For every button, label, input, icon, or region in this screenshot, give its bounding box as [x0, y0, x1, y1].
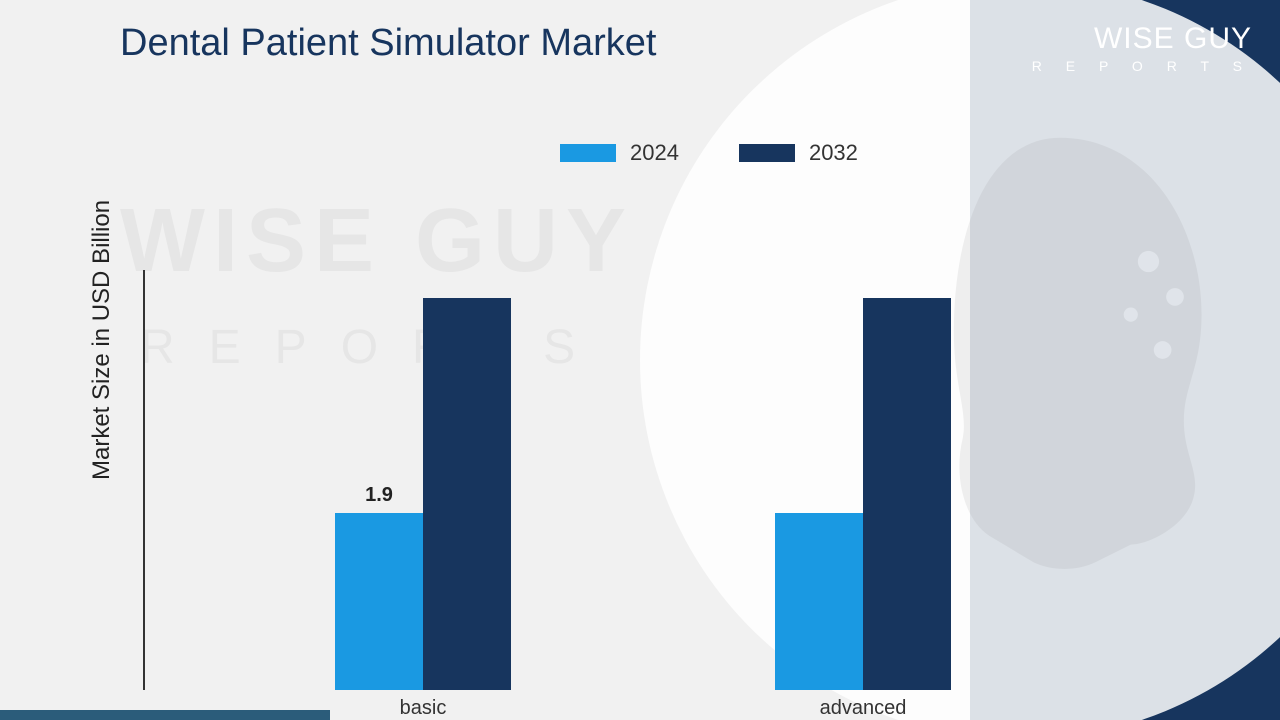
brand-name: WISE GUY: [1032, 22, 1252, 56]
legend-swatch: [739, 144, 795, 162]
legend-swatch: [560, 144, 616, 162]
brand-subtitle: R E P O R T S: [1032, 58, 1252, 74]
chart-area: Market Size in USD Billion 1.9 basic den…: [50, 130, 1090, 700]
bar-2032: [863, 298, 951, 690]
category-label: advanced dental patient simulators: [783, 696, 943, 720]
y-axis-line: [143, 270, 145, 690]
bar-2032: [423, 298, 511, 690]
legend-item-2024: 2024: [560, 140, 679, 166]
bar-2024: [775, 513, 863, 690]
category-label: basic dental patient simulators: [343, 696, 503, 720]
legend-label: 2024: [630, 140, 679, 166]
legend: 2024 2032: [560, 140, 858, 166]
legend-label: 2032: [809, 140, 858, 166]
bar-value-label: 1.9: [335, 484, 423, 507]
y-axis-label: Market Size in USD Billion: [88, 200, 116, 480]
chart-canvas: WISE GUY R E P O R T S Dental Patient Si…: [0, 0, 1280, 720]
bar-2024: [335, 513, 423, 690]
brand-logo: WISE GUY R E P O R T S: [1032, 22, 1252, 74]
legend-item-2032: 2032: [739, 140, 858, 166]
chart-title: Dental Patient Simulator Market: [120, 22, 656, 65]
plot-region: 1.9: [155, 270, 1055, 690]
bottom-accent-bar: [0, 710, 330, 720]
